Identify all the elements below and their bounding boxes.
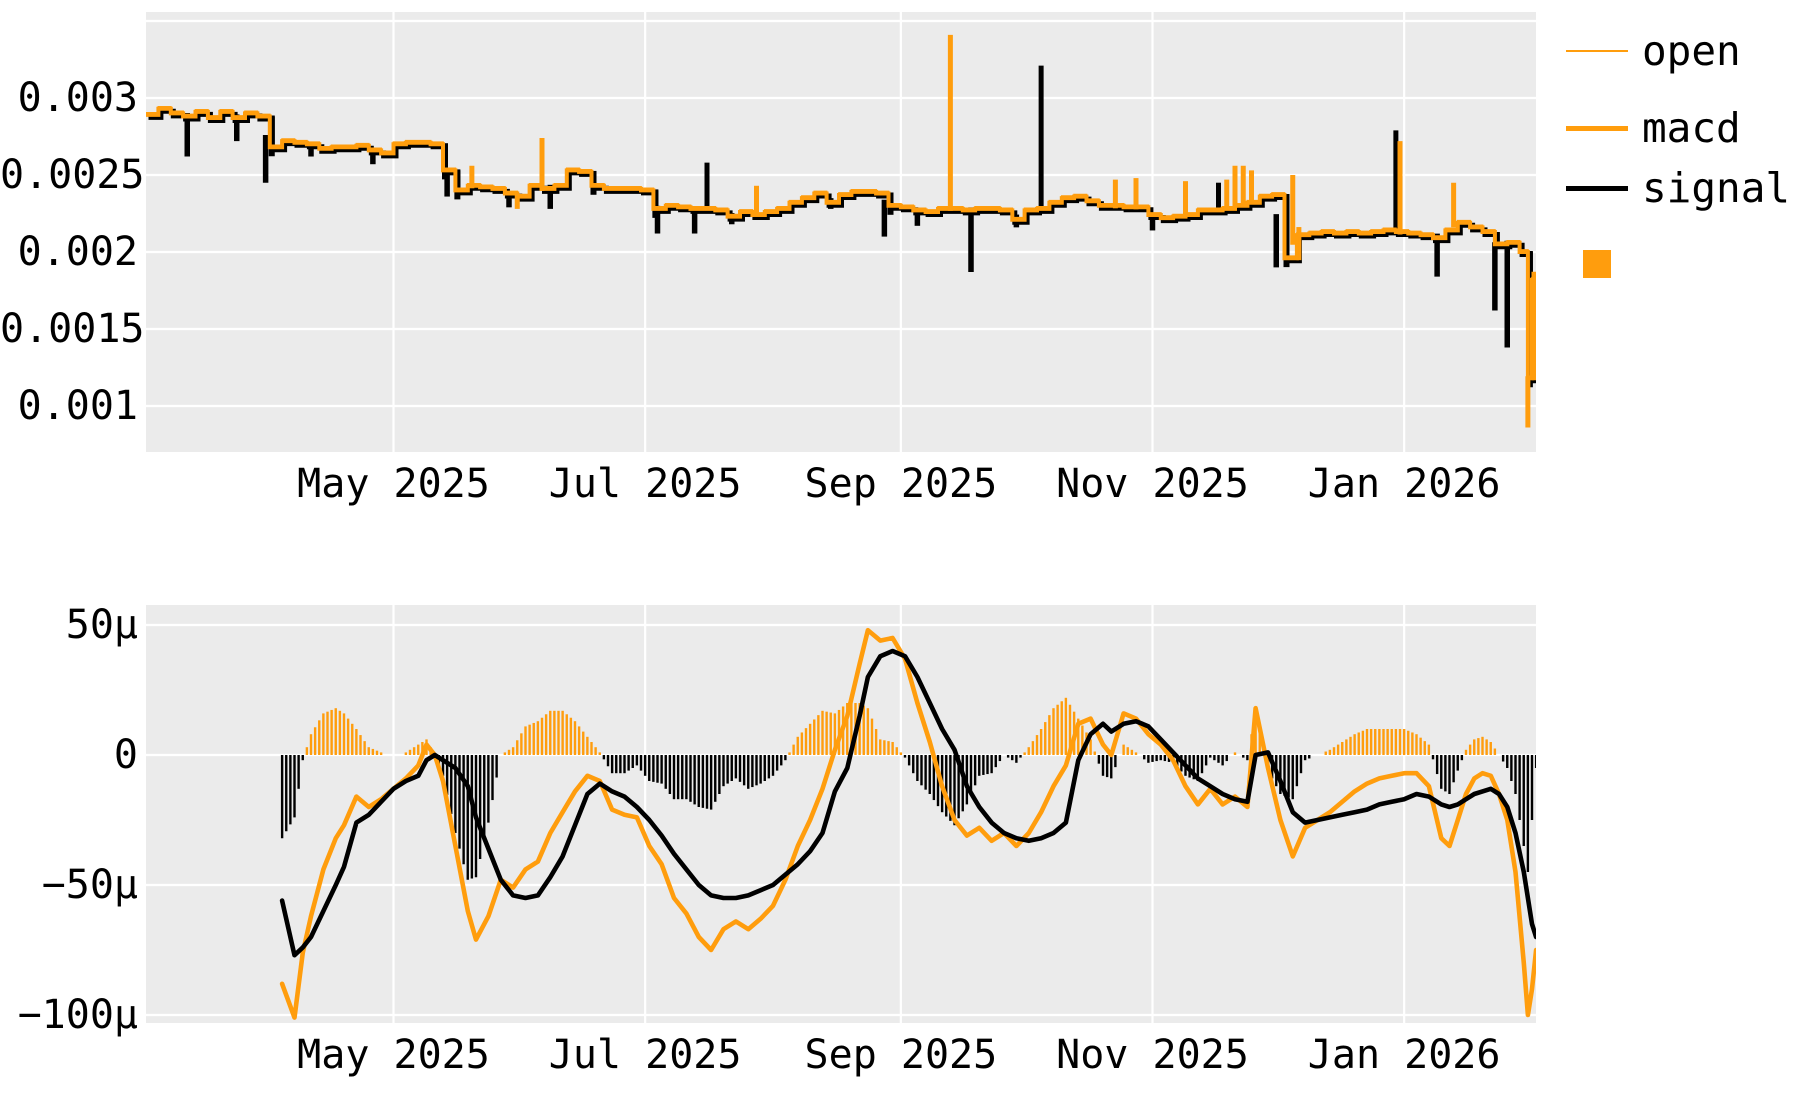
macd-series [279,627,1536,1020]
legend-signal-label: signal [1642,164,1791,212]
macd-line-swatch [1566,125,1628,131]
macd-xtick-label: Jan 2026 [1307,1032,1501,1078]
macd-ytick-label: −50µ [41,862,138,908]
macd-xtick-label: Nov 2025 [1056,1032,1249,1078]
signal-line-swatch [1566,185,1628,191]
legend: open macd signal [1566,0,1800,320]
macd-ytick-label: −100µ [17,992,138,1038]
price-ytick-label: 0.0015 [0,306,145,352]
price-xtick-label: Sep 2025 [804,461,998,507]
price-xtick-label: Nov 2025 [1056,461,1249,507]
price-panel-bg [146,12,1536,452]
price-ytick-label: 0.002 [17,229,138,275]
open-line-price [146,105,1536,378]
macd-panel-bg [146,605,1536,1023]
price-xtick-label: Jul 2025 [548,461,742,507]
price-ytick-label: 0.001 [17,383,138,429]
macd-ytick-label: 50µ [65,602,138,648]
macd-xtick-label: Jul 2025 [548,1032,742,1078]
price-series [146,34,1536,428]
legend-open-label: open [1642,27,1741,75]
legend-item-macd: macd [1566,100,1741,156]
price-ytick-label: 0.0025 [0,152,145,198]
signal-line [279,648,1536,958]
price-xtick-label: May 2025 [297,461,490,507]
legend-item-histogram [1566,236,1642,292]
macd-line [279,627,1536,1020]
legend-item-signal: signal [1566,160,1790,216]
histogram-square-swatch [1566,250,1628,278]
legend-item-open: open [1566,23,1741,79]
price-ytick-label: 0.003 [17,75,138,121]
legend-macd-label: macd [1642,104,1741,152]
macd-xtick-label: May 2025 [297,1032,490,1078]
price-xtick-label: Jan 2026 [1307,461,1501,507]
price-grid [146,12,1536,452]
macd-xtick-label: Sep 2025 [804,1032,998,1078]
macd-ytick-label: 0 [113,732,138,778]
open-line-swatch [1566,50,1628,52]
